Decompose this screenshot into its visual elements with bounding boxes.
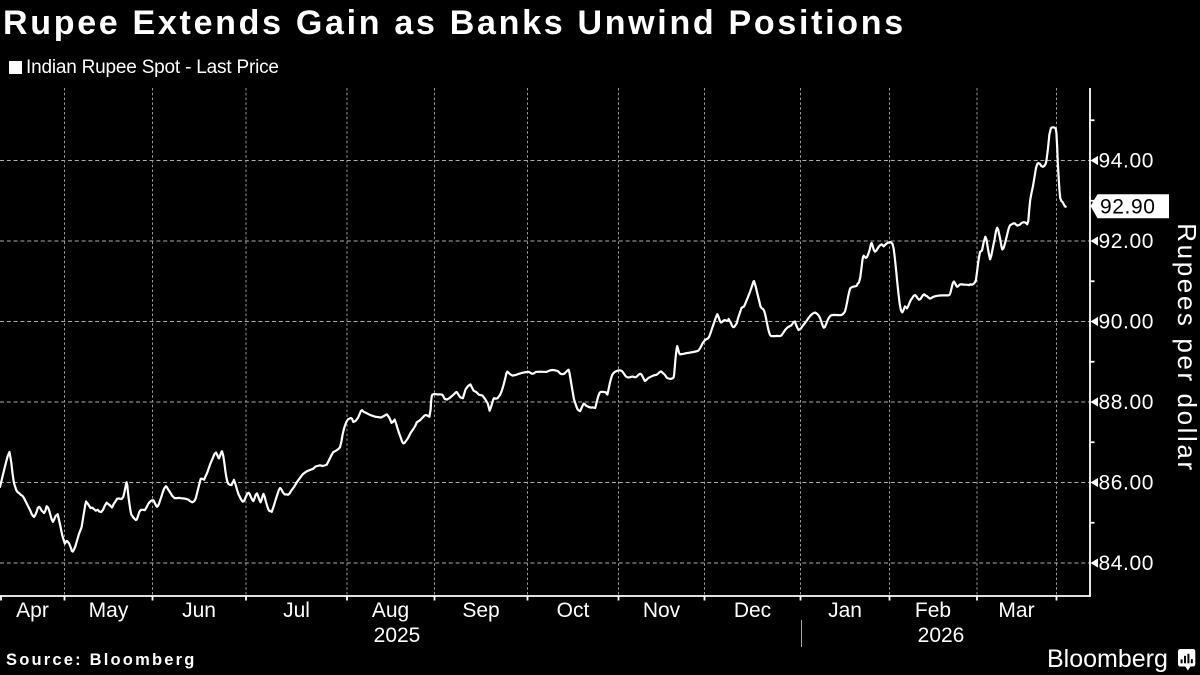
svg-text:86.00: 86.00 xyxy=(1099,472,1155,495)
svg-text:Oct: Oct xyxy=(557,599,590,622)
svg-text:May: May xyxy=(89,599,129,622)
svg-text:Rupees per dollar: Rupees per dollar xyxy=(1172,223,1200,472)
svg-text:Nov: Nov xyxy=(643,599,681,622)
svg-text:Aug: Aug xyxy=(372,599,409,622)
svg-text:Apr: Apr xyxy=(16,599,49,622)
svg-text:92.90: 92.90 xyxy=(1100,196,1156,219)
svg-text:Dec: Dec xyxy=(734,599,771,622)
svg-text:90.00: 90.00 xyxy=(1099,311,1155,334)
svg-text:2026: 2026 xyxy=(918,624,965,647)
svg-text:2025: 2025 xyxy=(374,624,421,647)
svg-text:Feb: Feb xyxy=(915,599,951,622)
svg-text:92.00: 92.00 xyxy=(1099,230,1155,253)
svg-text:Sep: Sep xyxy=(462,599,499,622)
svg-text:Jun: Jun xyxy=(182,599,216,622)
svg-text:84.00: 84.00 xyxy=(1099,552,1155,575)
svg-text:Jan: Jan xyxy=(828,599,862,622)
svg-text:88.00: 88.00 xyxy=(1099,391,1155,414)
svg-text:Mar: Mar xyxy=(998,599,1034,622)
svg-text:Jul: Jul xyxy=(283,599,310,622)
svg-text:94.00: 94.00 xyxy=(1099,150,1155,173)
